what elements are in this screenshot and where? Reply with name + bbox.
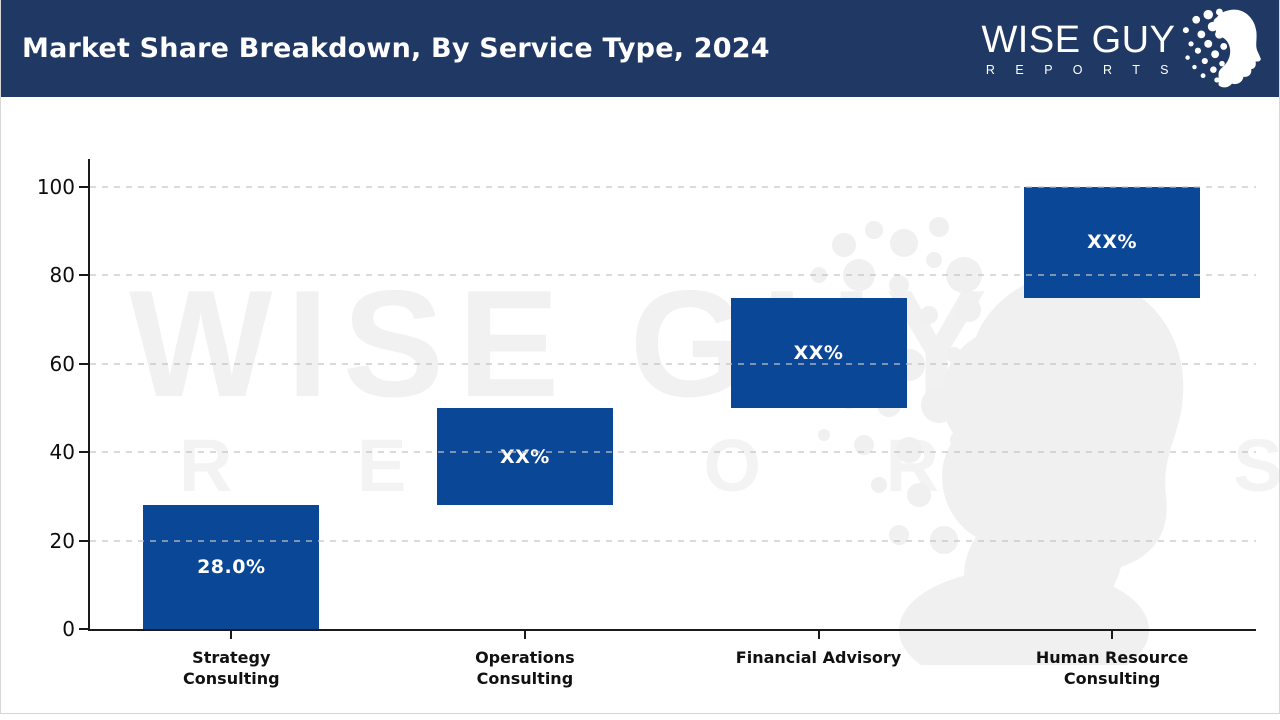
gridline-100 [90,186,1256,188]
x-category-label-operations-consulting: Operations Consulting [475,648,575,689]
gridline-40 [90,451,1256,454]
x-tick-human-resource-consulting [1111,631,1114,639]
logo-subtitle: R E P O R T S [985,62,1177,77]
y-tick-80 [79,274,88,277]
y-axis-spine [88,159,90,631]
y-tick-label-60: 60 [49,351,75,376]
page-title: Market Share Breakdown, By Service Type,… [22,33,770,64]
logo-face-icon [1182,8,1261,87]
bar-financial-advisory: XX% [730,297,907,408]
gridline-20 [90,539,1256,542]
header-bar: Market Share Breakdown, By Service Type,… [1,0,1279,97]
y-tick-0 [79,628,88,630]
y-tick-label-20: 20 [49,528,75,553]
bar-operations-consulting: XX% [436,408,613,506]
y-tick-label-100: 100 [36,175,75,199]
logo: WISE GUY R E P O R T S [980,6,1265,92]
chart-area: WISE GUY R E P O R T S [1,97,1279,712]
bar-value-label-human-resource-consulting: XX% [1087,231,1138,254]
plot-area: 0 20 40 60 80 100 28.0% Strategy Consulting XX% O… [37,159,1256,688]
x-tick-operations-consulting [523,631,526,639]
x-category-label-strategy-consulting: Strategy Consulting [183,648,280,689]
y-tick-60 [79,362,88,365]
x-axis-spine [88,629,1256,631]
y-tick-100 [79,186,88,188]
bar-human-resource-consulting: XX% [1024,187,1201,298]
bar-strategy-consulting: 28.0% [143,505,320,629]
y-tick-label-0: 0 [62,617,75,641]
y-tick-label-80: 80 [49,263,75,288]
bar-value-label-strategy-consulting: 28.0% [197,556,266,579]
y-tick-label-40: 40 [49,440,75,465]
logo-wordmark: WISE GUY [981,18,1176,61]
x-tick-strategy-consulting [230,631,233,639]
gridline-60 [90,362,1256,365]
bar-value-label-operations-consulting: XX% [499,445,550,468]
y-tick-20 [79,539,88,542]
bar-value-label-financial-advisory: XX% [793,341,844,364]
y-tick-40 [79,451,88,454]
x-category-label-human-resource-consulting: Human Resource Consulting [1035,648,1189,689]
gridline-80 [90,274,1256,277]
x-category-label-financial-advisory: Financial Advisory [735,648,902,667]
x-tick-financial-advisory [817,631,820,639]
logo-text: WISE GUY R E P O R T S [980,21,1177,77]
